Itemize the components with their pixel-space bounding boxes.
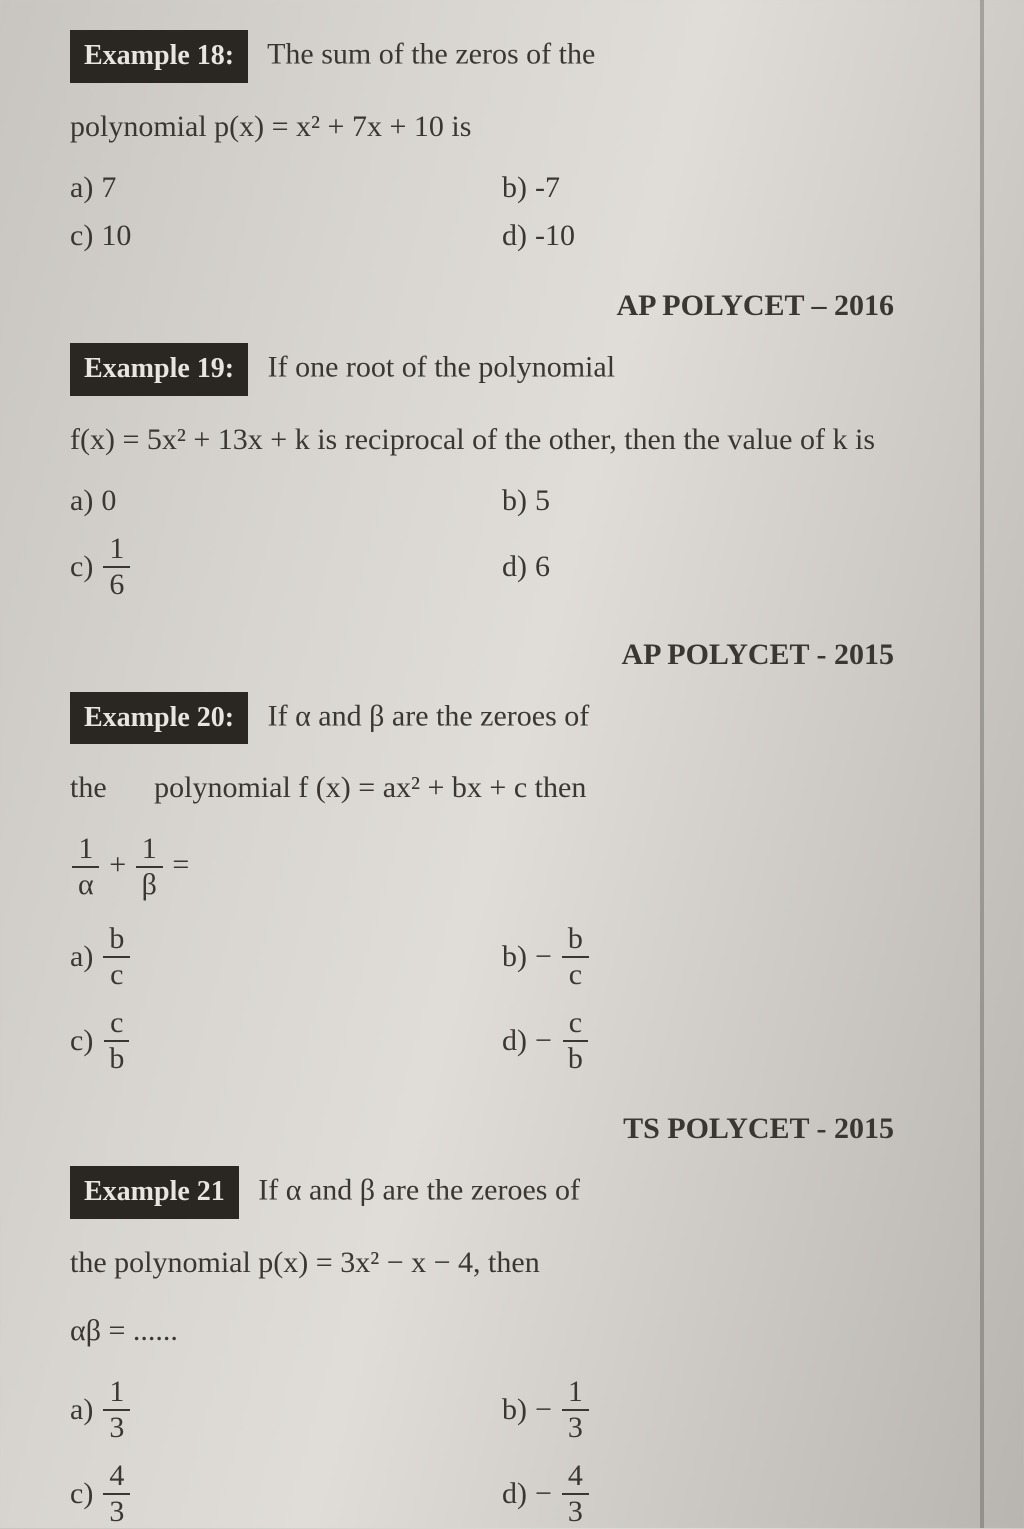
fraction: 4 3 [562,1459,589,1529]
example-21: Example 21 If α and β are the zeroes of … [70,1166,934,1529]
example-label: Example 20: [70,692,248,745]
example-label: Example 18: [70,30,248,83]
fraction: 1 3 [103,1375,130,1445]
option-c: c) c b [70,1006,502,1076]
options-row: a) b c b) − b c [70,922,934,992]
problem-line2: the polynomial p(x) = 3x² − x − 4, then [70,1239,934,1287]
problem-line1: If α and β are the zeroes of [268,699,590,732]
option-d: d) 6 [502,532,934,602]
option-a: a) 7 [70,171,502,205]
problem-line3: αβ = ...... [70,1307,934,1355]
fraction: c b [103,1006,130,1076]
example-label: Example 21 [70,1166,239,1219]
option-a: a) 1 3 [70,1375,502,1445]
options-row: a) 7 b) -7 [70,171,934,205]
options-row: c) 1 6 d) 6 [70,532,934,602]
problem-line1: If one root of the polynomial [268,350,615,383]
options-row: a) 1 3 b) − 1 3 [70,1375,934,1445]
problem-text: Example 18: The sum of the zeros of the [70,30,934,83]
example-18: Example 18: The sum of the zeros of the … [70,30,934,253]
problem-text: Example 19: If one root of the polynomia… [70,343,934,396]
options-row: a) 0 b) 5 [70,484,934,518]
fraction: b c [103,922,130,992]
option-c: c) 1 6 [70,532,502,602]
option-b: b) − b c [502,922,934,992]
option-b: b) − 1 3 [502,1375,934,1445]
example-label: Example 19: [70,343,248,396]
problem-line2: polynomial p(x) = x² + 7x + 10 is [70,103,934,151]
example-19: Example 19: If one root of the polynomia… [70,343,934,602]
exam-source: AP POLYCET – 2016 [70,289,934,323]
option-d: d) -10 [502,219,934,253]
option-b: b) 5 [502,484,934,518]
problem-line2: f(x) = 5x² + 13x + k is reciprocal of th… [70,416,934,464]
option-d: d) − c b [502,1006,934,1076]
options-row: c) c b d) − c b [70,1006,934,1076]
equation: 1 α + 1 β = [70,832,934,902]
options-row: c) 10 d) -10 [70,219,934,253]
exam-source: AP POLYCET - 2015 [70,638,934,672]
option-c: c) 4 3 [70,1459,502,1529]
exam-source: TS POLYCET - 2015 [70,1112,934,1146]
option-c: c) 10 [70,219,502,253]
option-a: a) 0 [70,484,502,518]
option-b: b) -7 [502,171,934,205]
option-a: a) b c [70,922,502,992]
fraction: c b [562,1006,589,1076]
fraction: b c [562,922,589,992]
problem-text: Example 21 If α and β are the zeroes of [70,1166,934,1219]
problem-line2: the polynomial f (x) = ax² + bx + c then [70,764,934,812]
option-d: d) − 4 3 [502,1459,934,1529]
fraction: 4 3 [103,1459,130,1529]
problem-text: Example 20: If α and β are the zeroes of [70,692,934,745]
problem-line1: If α and β are the zeroes of [258,1174,580,1207]
fraction: 1 β [136,832,163,902]
options-row: c) 4 3 d) − 4 3 [70,1459,934,1529]
fraction: 1 3 [562,1375,589,1445]
problem-line1: The sum of the zeros of the [267,37,595,70]
example-20: Example 20: If α and β are the zeroes of… [70,692,934,1077]
fraction: 1 6 [103,532,130,602]
fraction: 1 α [72,832,100,902]
